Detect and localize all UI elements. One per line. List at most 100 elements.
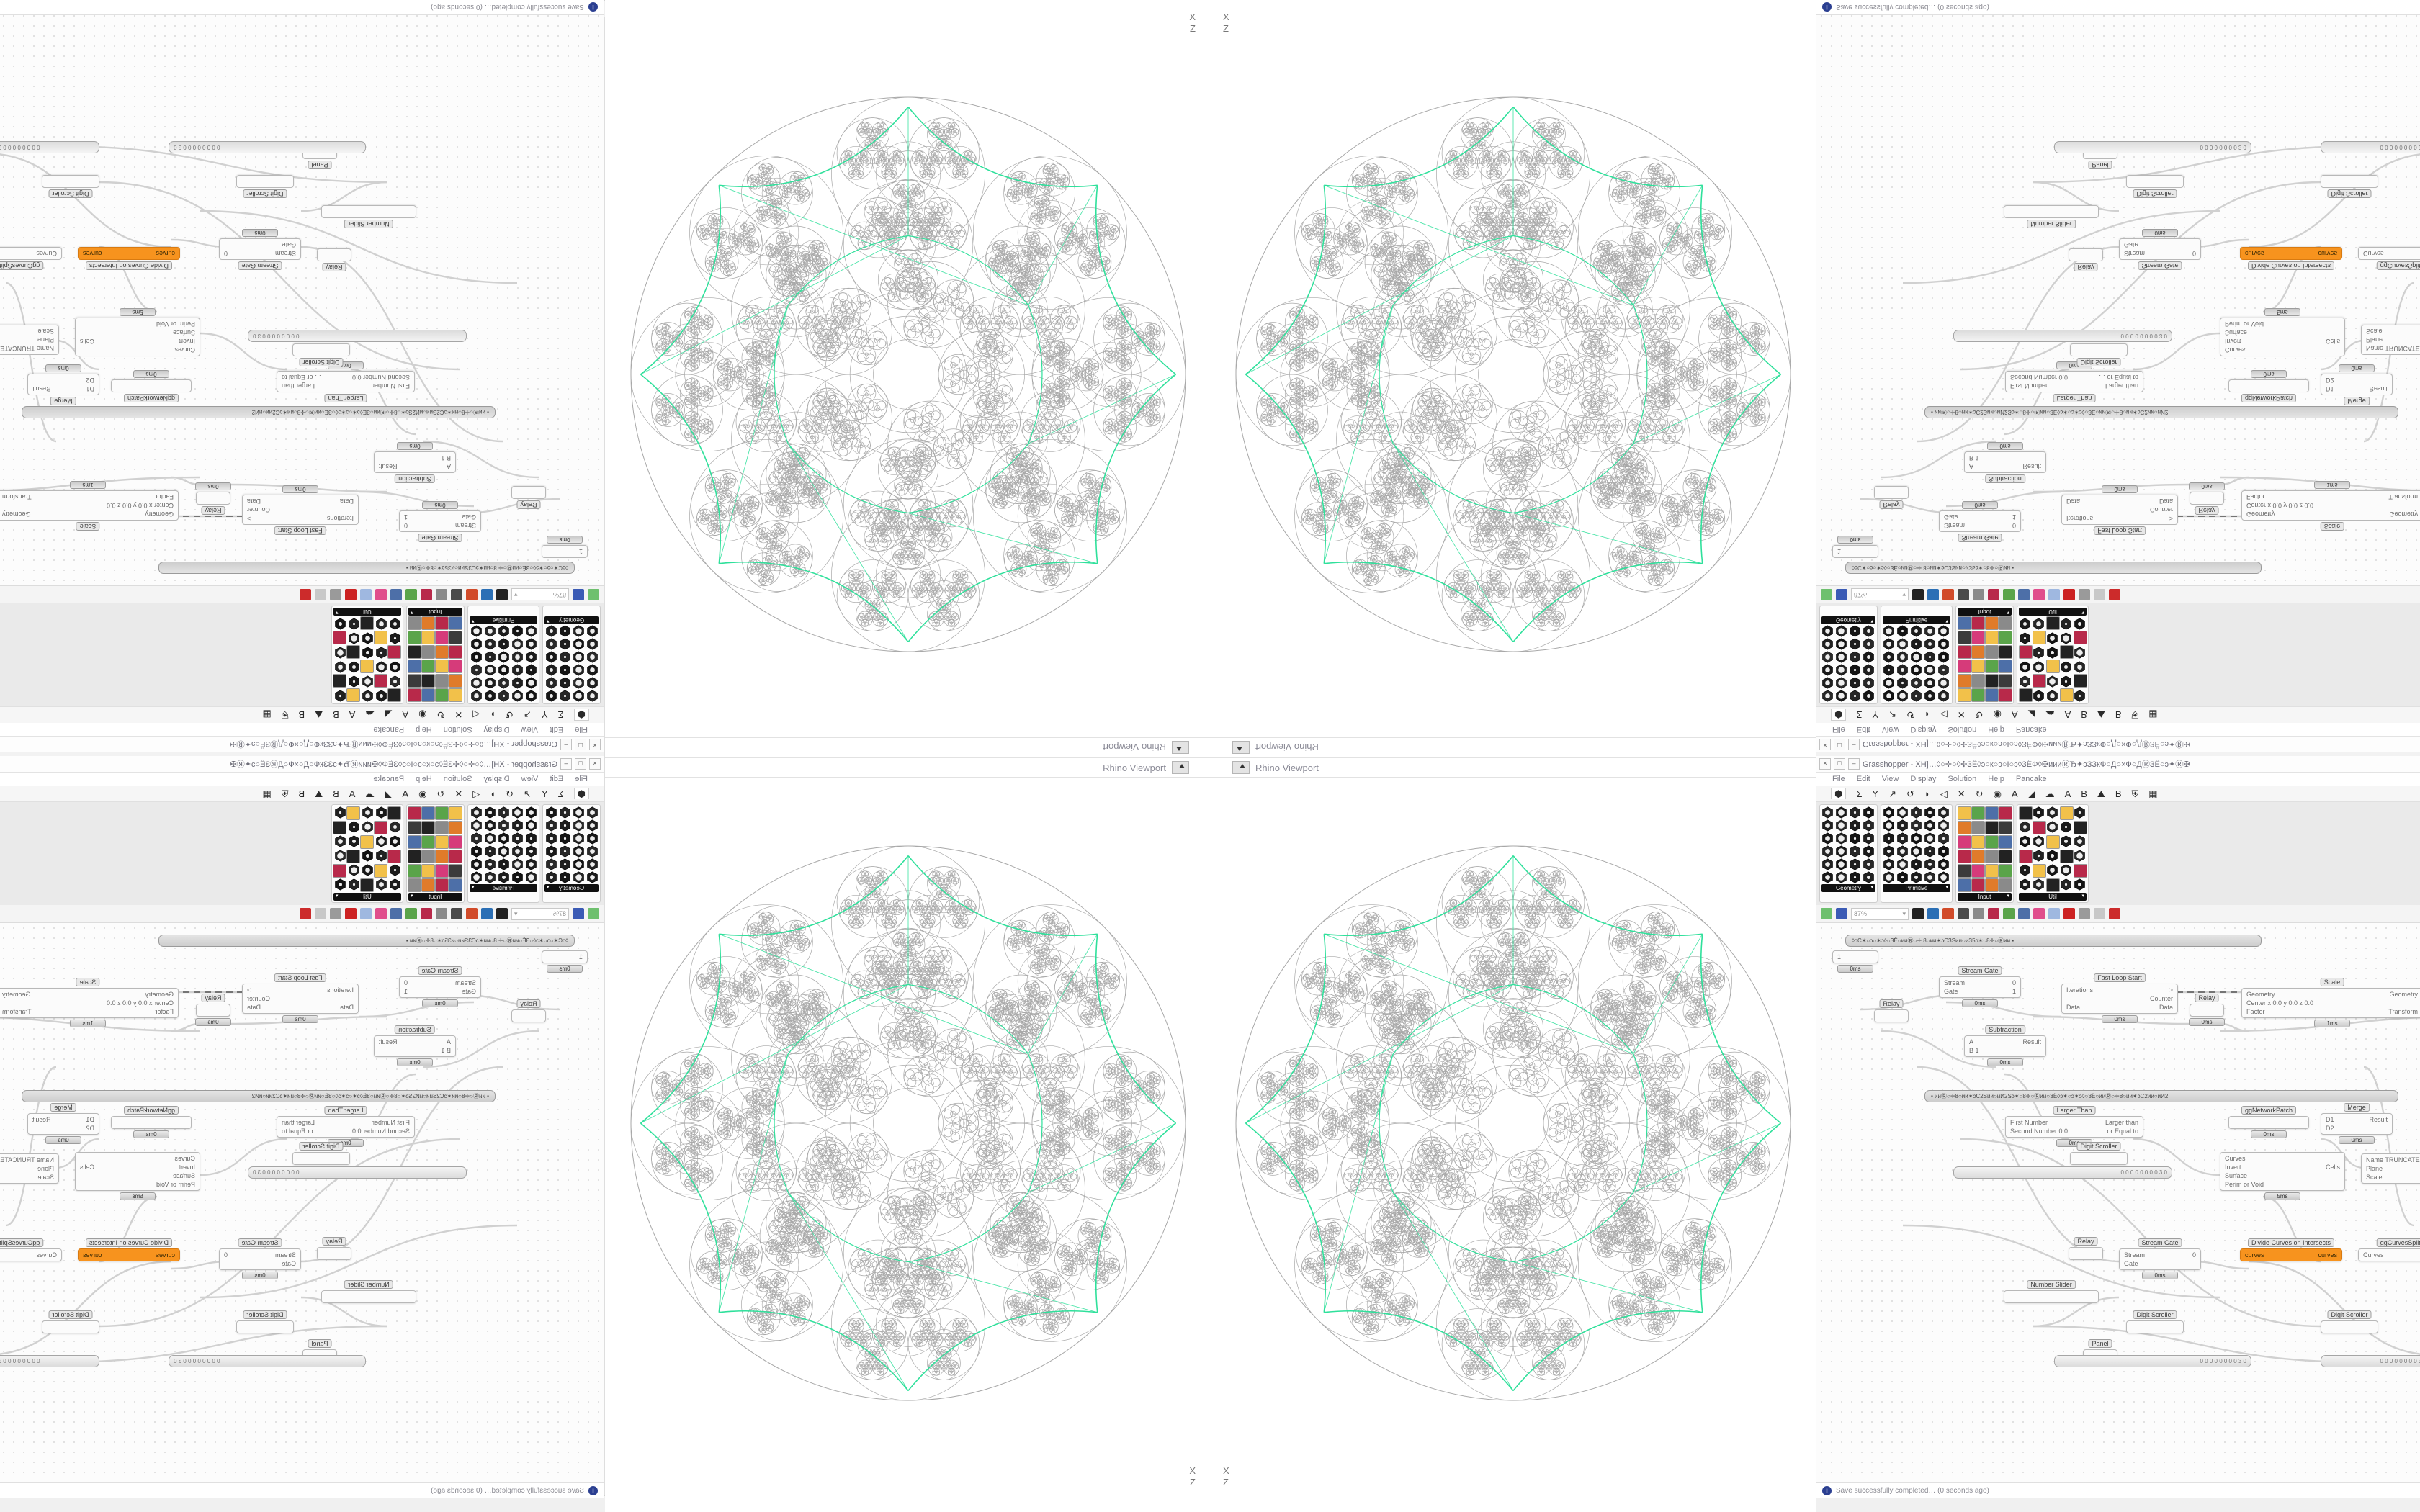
- gh-group-bar[interactable]: ▪ ииⓇ○✛8○ии✶ɔС2Ѕии○иИ2Ѕɔ✶○8✛○Ⓡии○ЗЁ◊ɔ✶○ɔ…: [1924, 406, 2398, 418]
- gh-component-icon[interactable]: [1924, 806, 1936, 819]
- rhino-viewport-tab[interactable]: Rhino Viewport: [1103, 741, 1189, 754]
- number-slider[interactable]: 0 0 0 0 0 0 0 0 3 0: [1953, 330, 2172, 342]
- gh-component-icon[interactable]: [573, 858, 585, 870]
- surface-tab[interactable]: ◗: [1924, 710, 1930, 721]
- vector-tab[interactable]: ↗: [524, 710, 532, 721]
- gh-node[interactable]: Subtraction A Result B 1 0ms: [1964, 442, 2046, 483]
- sphere-icon[interactable]: [2079, 908, 2090, 919]
- gh-param-icon[interactable]: [360, 616, 374, 630]
- menu-item-pancake[interactable]: Pancake: [373, 775, 404, 783]
- gh-component-icon[interactable]: [348, 835, 360, 847]
- gh-param-icon[interactable]: [1985, 878, 1999, 892]
- gh-component-icon[interactable]: [2060, 878, 2072, 891]
- grasshopper-component-palettes[interactable]: Geometry Primitive Input Util: [1816, 603, 2420, 706]
- gh-param-icon[interactable]: [449, 674, 462, 688]
- gh-param-icon[interactable]: [435, 631, 449, 644]
- gh-component-icon[interactable]: [348, 661, 360, 673]
- ellipsoid-icon[interactable]: [315, 589, 326, 600]
- gh-param-icon[interactable]: [421, 806, 435, 820]
- gh-node[interactable]: Relay: [317, 248, 351, 271]
- gh-component-icon[interactable]: [470, 858, 483, 870]
- display-tab[interactable]: ◉: [1994, 789, 2002, 798]
- gh-component-icon[interactable]: [545, 871, 557, 883]
- gh-component-icon[interactable]: [348, 618, 360, 630]
- gh-param-icon[interactable]: [408, 616, 421, 630]
- gh-param-icon[interactable]: [449, 631, 462, 644]
- gh-node[interactable]: Digit Scroller: [2126, 1310, 2184, 1333]
- gh-component-icon[interactable]: [2046, 850, 2058, 862]
- gh-node[interactable]: Fast Loop Start Iterations > Counter Data Dat…: [242, 973, 359, 1023]
- gh-component-icon[interactable]: [1863, 690, 1875, 702]
- gh-component-icon[interactable]: [1910, 858, 1922, 870]
- grasshopper-titlebar[interactable]: × □ – Grasshopper - XH]…◊○✛○◊✢ЗЁ◊ɔ○к○ɔ○Ι○ɔ◊…: [0, 756, 604, 773]
- gh-component-icon[interactable]: [1883, 806, 1895, 819]
- gh-component-icon[interactable]: [2074, 835, 2086, 847]
- grasshopper-window-top-left[interactable]: × □ – Grasshopper - XH]…◊○✛○◊✢ЗЁ◊ɔ○к○ɔ○Ι○ɔ◊…: [0, 0, 604, 752]
- grasshopper-canvas-toolbar[interactable]: 87%: [0, 585, 604, 603]
- scissors-icon[interactable]: [2063, 908, 2075, 919]
- gh-param-icon[interactable]: [2033, 821, 2046, 834]
- gh-param-icon[interactable]: [1971, 645, 1985, 659]
- gh-param-icon[interactable]: [374, 821, 387, 834]
- intersect-tab[interactable]: ✕: [1958, 789, 1966, 798]
- gh-component-icon[interactable]: [2019, 632, 2031, 644]
- gh-component-icon[interactable]: [375, 806, 387, 819]
- gh-param-icon[interactable]: [1971, 688, 1985, 702]
- gh-component-icon[interactable]: [2033, 835, 2045, 847]
- gh-component-icon[interactable]: [586, 858, 599, 870]
- curve-tab[interactable]: ↺: [1906, 789, 1914, 798]
- gh-component-icon[interactable]: [525, 871, 537, 883]
- widget-icon[interactable]: [451, 589, 462, 600]
- rhino-viewport-tab[interactable]: Rhino Viewport: [1232, 741, 1319, 754]
- gh-component-icon[interactable]: [559, 638, 571, 650]
- gh-param-icon[interactable]: [408, 674, 421, 688]
- menu-item-pancake[interactable]: Pancake: [373, 725, 404, 734]
- gh-component-icon[interactable]: [1924, 625, 1936, 637]
- gh-component-icon[interactable]: [2033, 806, 2045, 819]
- gh-component-icon[interactable]: [1883, 638, 1895, 650]
- zoom-extents-icon[interactable]: [1912, 589, 1924, 600]
- gh-param-icon[interactable]: [360, 660, 374, 673]
- gh-component-icon[interactable]: [573, 651, 585, 663]
- gh-param-icon[interactable]: [1971, 660, 1985, 673]
- gh-node[interactable]: 1 0ms: [542, 950, 588, 973]
- palette-icon-grid[interactable]: [544, 806, 599, 883]
- gh-component-icon[interactable]: [1896, 638, 1909, 650]
- menu-item-display[interactable]: Display: [484, 775, 510, 783]
- gh-component-icon[interactable]: [559, 806, 571, 819]
- gh-component-icon[interactable]: [389, 821, 401, 833]
- gh-node[interactable]: Curves Invert Cells Surface Perim or Void 5ms: [75, 1152, 200, 1200]
- gh-node[interactable]: ggNetworkPatch 0ms: [2228, 1106, 2309, 1138]
- gh-param-icon[interactable]: [421, 688, 435, 702]
- gh-component-icon[interactable]: [1883, 690, 1895, 702]
- gh-component-icon[interactable]: [484, 806, 496, 819]
- gem-icon[interactable]: [300, 908, 311, 919]
- gh-component-icon[interactable]: [2019, 675, 2031, 688]
- gh-param-icon[interactable]: [360, 835, 374, 849]
- gh-component-icon[interactable]: [586, 819, 599, 832]
- gh-param-icon[interactable]: [421, 674, 435, 688]
- gh-param-icon[interactable]: [435, 645, 449, 659]
- palette-icon-grid[interactable]: [2019, 616, 2087, 702]
- gh-node[interactable]: Scale Geometry Geometry Center x 0.0 y 0.0 …: [0, 481, 179, 531]
- gh-param-icon[interactable]: [449, 616, 462, 630]
- gh-node[interactable]: Larger Than First Number Larger than Second…: [2005, 1106, 2143, 1147]
- gh-component-icon[interactable]: [2033, 618, 2045, 630]
- gh-component-icon[interactable]: [348, 878, 360, 891]
- gh-component-icon[interactable]: [1937, 664, 1950, 676]
- number-slider[interactable]: 0 0 0 0 0 0 0 0 3 0: [0, 1355, 99, 1367]
- addon-shield-tab[interactable]: ⛨: [282, 710, 289, 721]
- gh-component-icon[interactable]: [1849, 832, 1861, 845]
- menu-item-edit[interactable]: Edit: [550, 725, 563, 734]
- gh-component-icon[interactable]: [1863, 871, 1875, 883]
- gh-node[interactable]: Fast Loop Start Iterations > Counter Data Dat…: [2061, 973, 2178, 1023]
- gh-node[interactable]: Divide Curves on Intersects curves curves: [78, 247, 180, 270]
- gh-node[interactable]: Digit Scroller: [2126, 175, 2184, 198]
- gh-component-icon[interactable]: [1924, 677, 1936, 689]
- addon-mount-tab[interactable]: ⛰: [2097, 789, 2105, 798]
- gh-component-icon[interactable]: [362, 647, 374, 659]
- gh-component-icon[interactable]: [525, 677, 537, 689]
- gh-component-icon[interactable]: [2046, 675, 2058, 688]
- menu-item-display[interactable]: Display: [484, 725, 510, 734]
- gh-group-bar[interactable]: ◊ɔС✶○ɔ○✶ɔ◊○ЗЁ○ииⓇ○✛ 8○ии✶ɔСЗЅии○иЗ5ɔ✶○8✛…: [158, 935, 575, 947]
